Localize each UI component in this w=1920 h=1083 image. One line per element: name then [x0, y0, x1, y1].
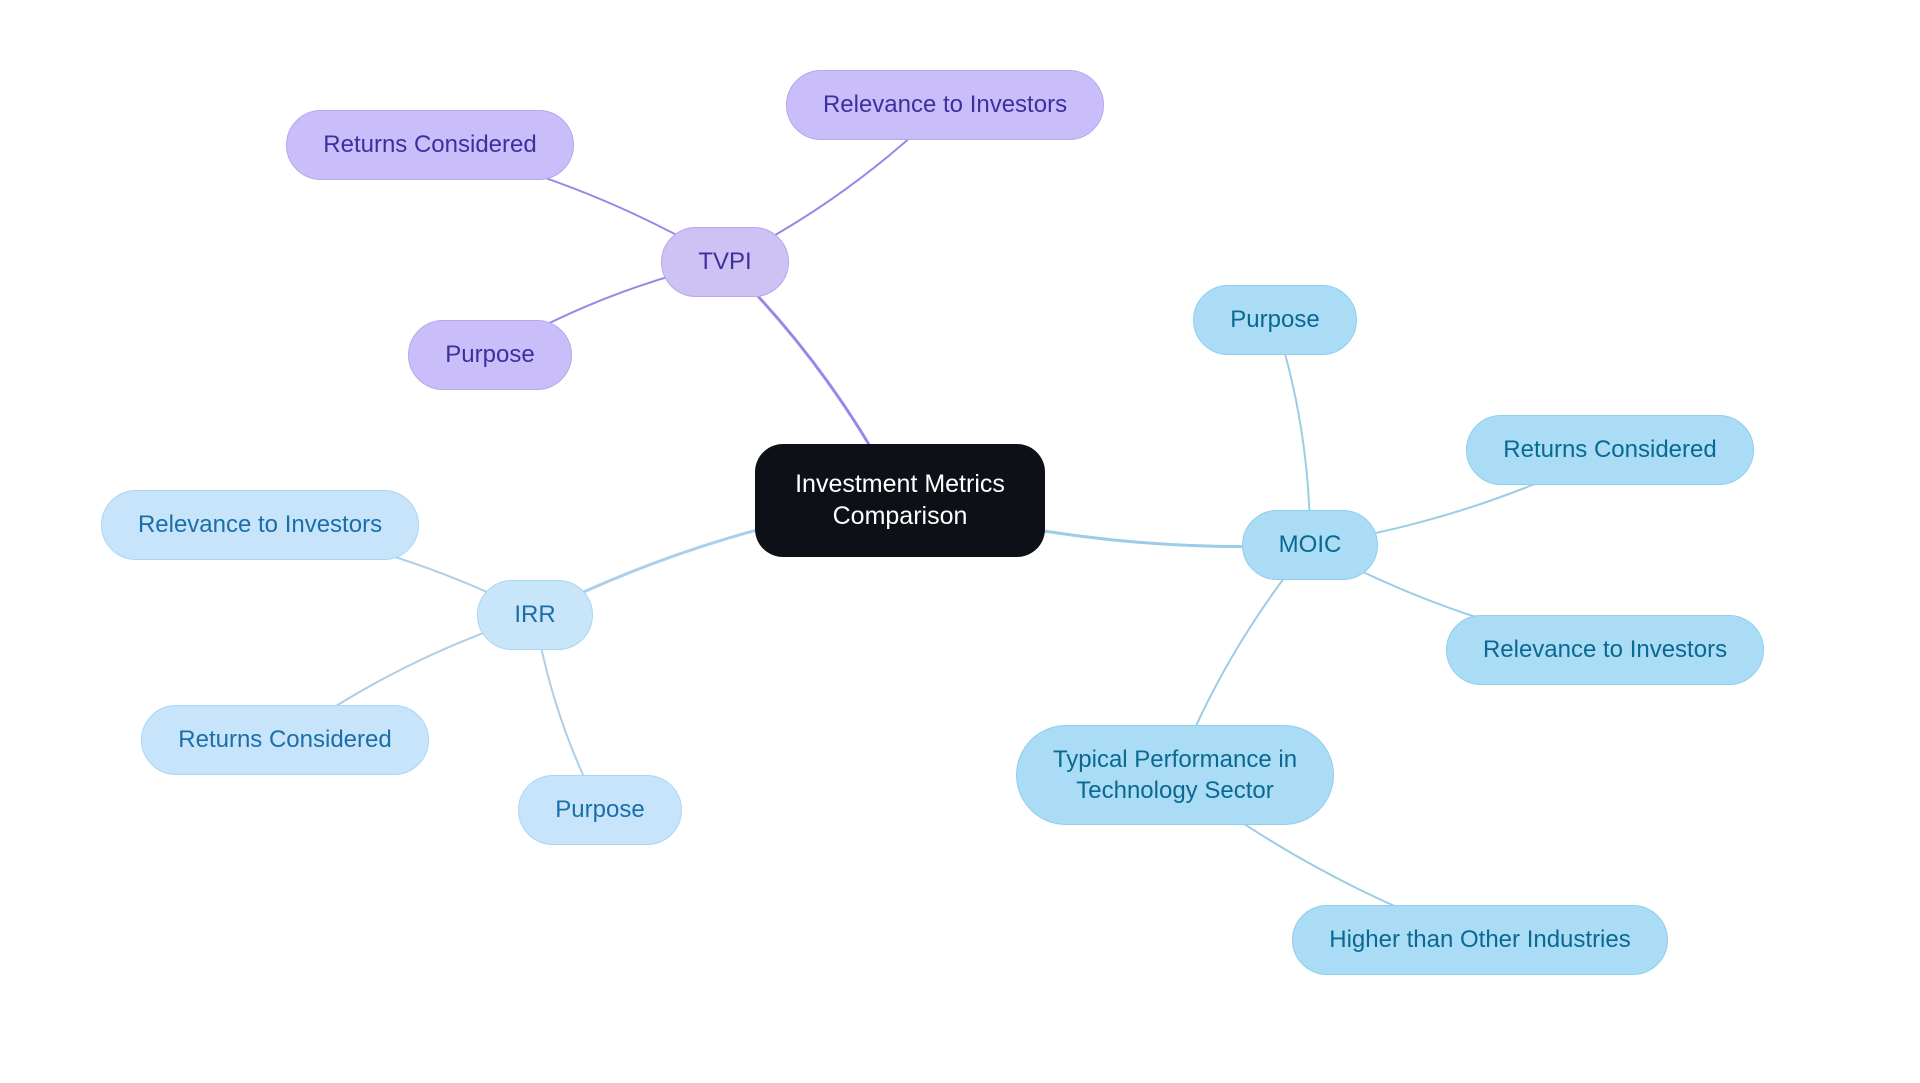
node-tvpi_returns: Returns Considered — [286, 110, 573, 179]
node-moic_relevance: Relevance to Investors — [1446, 615, 1764, 684]
node-moic_higher: Higher than Other Industries — [1292, 905, 1668, 974]
node-irr_returns: Returns Considered — [141, 705, 428, 774]
node-irr: IRR — [477, 580, 592, 649]
node-moic_purpose: Purpose — [1193, 285, 1356, 354]
node-irr_purpose: Purpose — [518, 775, 681, 844]
node-moic_typical: Typical Performance in Technology Sector — [1016, 725, 1334, 825]
node-root: Investment Metrics Comparison — [755, 444, 1045, 557]
node-tvpi: TVPI — [661, 227, 788, 296]
node-moic_returns: Returns Considered — [1466, 415, 1753, 484]
node-moic: MOIC — [1242, 510, 1379, 579]
node-tvpi_purpose: Purpose — [408, 320, 571, 389]
node-tvpi_relevance: Relevance to Investors — [786, 70, 1104, 139]
node-irr_relevance: Relevance to Investors — [101, 490, 419, 559]
